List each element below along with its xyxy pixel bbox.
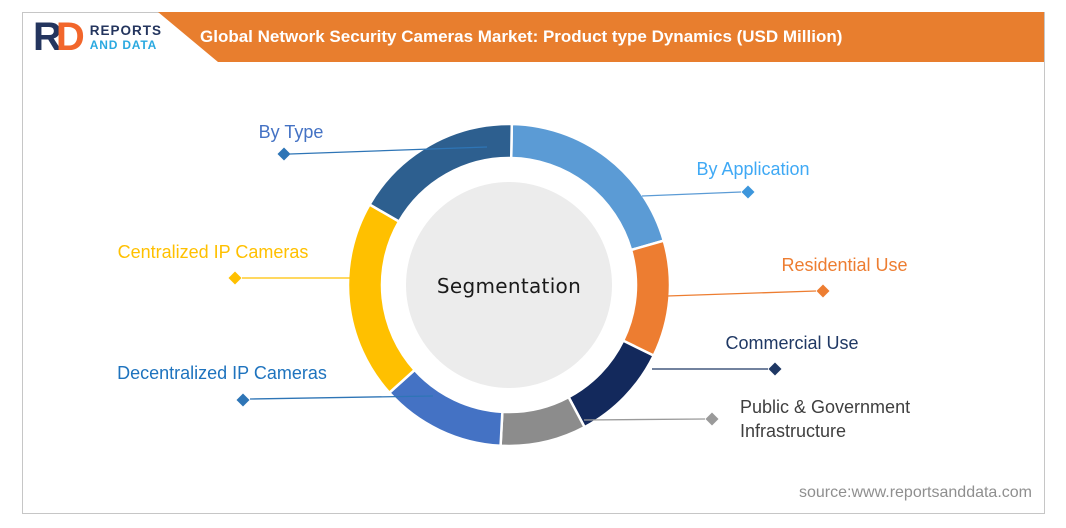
donut-segment-centralized-ip-cameras bbox=[346, 202, 417, 395]
callout-line-residential-use bbox=[666, 290, 817, 297]
donut-center-label: Segmentation bbox=[436, 274, 582, 298]
logo-rd-icon: R D bbox=[33, 15, 85, 59]
callout-diamond-icon-public-government-infrastructure bbox=[705, 412, 719, 426]
callout-line-decentralized-ip-cameras bbox=[249, 395, 434, 400]
segment-label-by-application: By Application bbox=[696, 159, 810, 179]
segment-label-public-government-infrastructure: Public & Government Infrastructure bbox=[740, 397, 911, 441]
logo-text-reports: REPORTS bbox=[89, 22, 163, 38]
page-title: Global Network Security Cameras Market: … bbox=[200, 27, 843, 46]
logo-wordmark: REPORTS AND DATA bbox=[90, 23, 162, 52]
callout-line-by-type bbox=[289, 146, 488, 155]
segment-label-centralized-ip-cameras: Centralized IP Cameras bbox=[117, 242, 309, 262]
callout-diamond-icon-by-application bbox=[741, 185, 755, 199]
donut-center-disc bbox=[406, 182, 612, 388]
callout-diamond-icon-commercial-use bbox=[768, 362, 782, 376]
segment-label-decentralized-ip-cameras: Decentralized IP Cameras bbox=[117, 363, 327, 383]
segment-label-residential-use: Residential Use bbox=[781, 255, 908, 275]
source-attribution: source:www.reportsanddata.com bbox=[799, 484, 1032, 501]
segment-label-commercial-use: Commercial Use bbox=[725, 333, 859, 353]
reports-and-data-logo: R D REPORTS AND DATA bbox=[33, 17, 162, 57]
callout-line-public-government-infrastructure bbox=[583, 418, 706, 421]
callout-diamond-icon-residential-use bbox=[816, 284, 830, 298]
header-banner: Global Network Security Cameras Market: … bbox=[158, 12, 1044, 62]
logo-text-and-data: AND DATA bbox=[89, 37, 158, 52]
logo-letter-r: R bbox=[33, 15, 62, 59]
donut-segment-by-type bbox=[367, 122, 514, 224]
callout-diamond-icon-decentralized-ip-cameras bbox=[236, 393, 250, 407]
callout-line-by-application bbox=[641, 191, 742, 197]
donut-segment-public-government-infrastructure bbox=[499, 395, 587, 448]
callout-diamond-icon-by-type bbox=[277, 147, 291, 161]
donut-segment-residential-use bbox=[621, 239, 672, 358]
logo-letter-d: D bbox=[55, 15, 85, 59]
callout-diamond-icon-centralized-ip-cameras bbox=[228, 271, 242, 285]
segment-label-by-type: By Type bbox=[258, 122, 324, 142]
